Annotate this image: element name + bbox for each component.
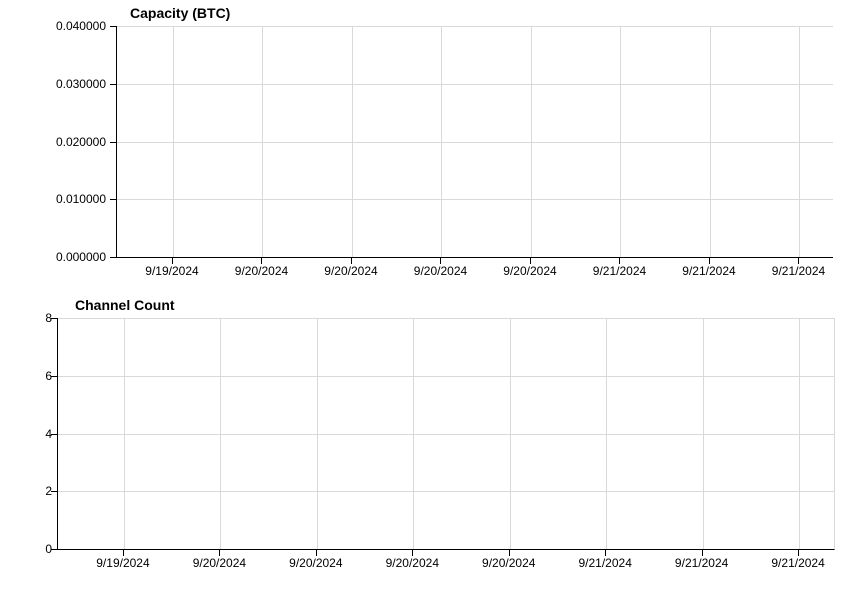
capacity-x-tick-label: 9/20/2024 (234, 264, 289, 278)
capacity-y-tick-label: 0.020000 (55, 134, 106, 149)
capacity-vgridline (530, 26, 532, 257)
channel-count-x-tick-mark (122, 550, 124, 556)
capacity-vgridline (351, 26, 353, 257)
capacity-x-tick-label: 9/20/2024 (324, 264, 378, 278)
channel-count-x-tick-label: 9/21/2024 (674, 556, 729, 570)
channel-count-y-tick-label: 0 (45, 542, 52, 556)
capacity-y-tick-mark (110, 257, 116, 258)
channel-count-x-tick-label: 9/20/2024 (385, 556, 439, 570)
capacity-hgridline (117, 26, 833, 27)
capacity-vgridline (709, 26, 711, 257)
channel-count-x-tick-label: 9/19/2024 (96, 556, 150, 570)
channel-count-plot-area (57, 318, 835, 550)
channel-count-hgridline (58, 318, 834, 319)
channel-count-vgridline (316, 318, 318, 549)
channel-count-hgridline (58, 491, 834, 493)
capacity-x-tick-label: 9/21/2024 (682, 264, 736, 278)
capacity-vgridline (441, 26, 443, 257)
channel-count-vgridline (413, 318, 415, 549)
channel-count-hgridline (58, 375, 834, 377)
channel-count-hgridline (58, 433, 834, 435)
capacity-y-tick-label: 0.040000 (55, 19, 106, 33)
channel-count-y-tick-mark (51, 433, 57, 435)
channel-count-x-tick-mark (315, 550, 317, 556)
capacity-x-tick-label: 9/19/2024 (145, 264, 199, 278)
capacity-y-tick-mark (110, 141, 116, 143)
capacity-x-tick-mark (171, 258, 173, 264)
capacity-y-tick-mark (110, 199, 116, 201)
capacity-plot-area (116, 26, 833, 258)
capacity-y-tick-label: 0.000000 (55, 250, 106, 264)
channel-count-x-tick-label: 9/20/2024 (482, 556, 536, 570)
channel-count-chart-title: Channel Count (75, 297, 175, 313)
channel-count-y-tick-label: 8 (45, 311, 52, 325)
channel-count-vgridline (123, 318, 125, 549)
capacity-x-tick-mark (440, 258, 442, 264)
capacity-y-tick-label: 0.030000 (55, 76, 106, 91)
capacity-x-tick-mark (529, 258, 531, 264)
capacity-vgridline (172, 26, 174, 257)
channel-count-vgridline (702, 318, 704, 549)
channel-count-x-tick-label: 9/20/2024 (289, 556, 343, 570)
capacity-hgridline (117, 83, 833, 85)
capacity-x-tick-mark (708, 258, 710, 264)
capacity-x-tick-label: 9/21/2024 (592, 264, 647, 278)
channel-count-vgridline (606, 318, 608, 549)
capacity-x-tick-mark (350, 258, 352, 264)
channel-count-y-tick-label: 4 (45, 426, 52, 441)
channel-count-x-tick-mark (219, 550, 221, 556)
channel-count-y-tick-mark (51, 549, 57, 550)
capacity-vgridline (262, 26, 264, 257)
capacity-chart-title: Capacity (BTC) (130, 5, 231, 21)
channel-count-x-tick-label: 9/21/2024 (771, 556, 825, 570)
channel-count-x-tick-label: 9/21/2024 (578, 556, 632, 570)
channel-count-y-tick-label: 2 (45, 484, 52, 499)
channel-count-y-tick-mark (51, 318, 57, 319)
channel-count-x-tick-label: 9/20/2024 (192, 556, 247, 570)
capacity-x-tick-label: 9/20/2024 (503, 264, 557, 278)
channel-count-y-tick-label: 6 (45, 368, 52, 383)
capacity-vgridline (620, 26, 622, 257)
channel-count-y-tick-mark (51, 491, 57, 493)
channel-count-y-tick-mark (51, 375, 57, 377)
capacity-vgridline (799, 26, 801, 257)
channel-count-x-tick-mark (412, 550, 414, 556)
capacity-hgridline (117, 199, 833, 201)
capacity-x-tick-label: 9/20/2024 (413, 264, 468, 278)
capacity-x-tick-mark (261, 258, 263, 264)
channel-count-x-tick-mark (508, 550, 510, 556)
channel-count-vgridline (799, 318, 801, 549)
capacity-hgridline (117, 141, 833, 143)
channel-count-vgridline (509, 318, 511, 549)
channel-count-x-tick-mark (701, 550, 703, 556)
channel-count-vgridline (220, 318, 222, 549)
channel-count-x-tick-mark (798, 550, 800, 556)
capacity-x-tick-label: 9/21/2024 (771, 264, 826, 278)
capacity-x-tick-mark (798, 258, 800, 264)
capacity-y-tick-label: 0.010000 (55, 192, 106, 207)
capacity-x-tick-mark (619, 258, 621, 264)
capacity-y-tick-mark (110, 83, 116, 85)
channel-count-x-tick-mark (605, 550, 607, 556)
capacity-y-tick-mark (110, 26, 116, 27)
